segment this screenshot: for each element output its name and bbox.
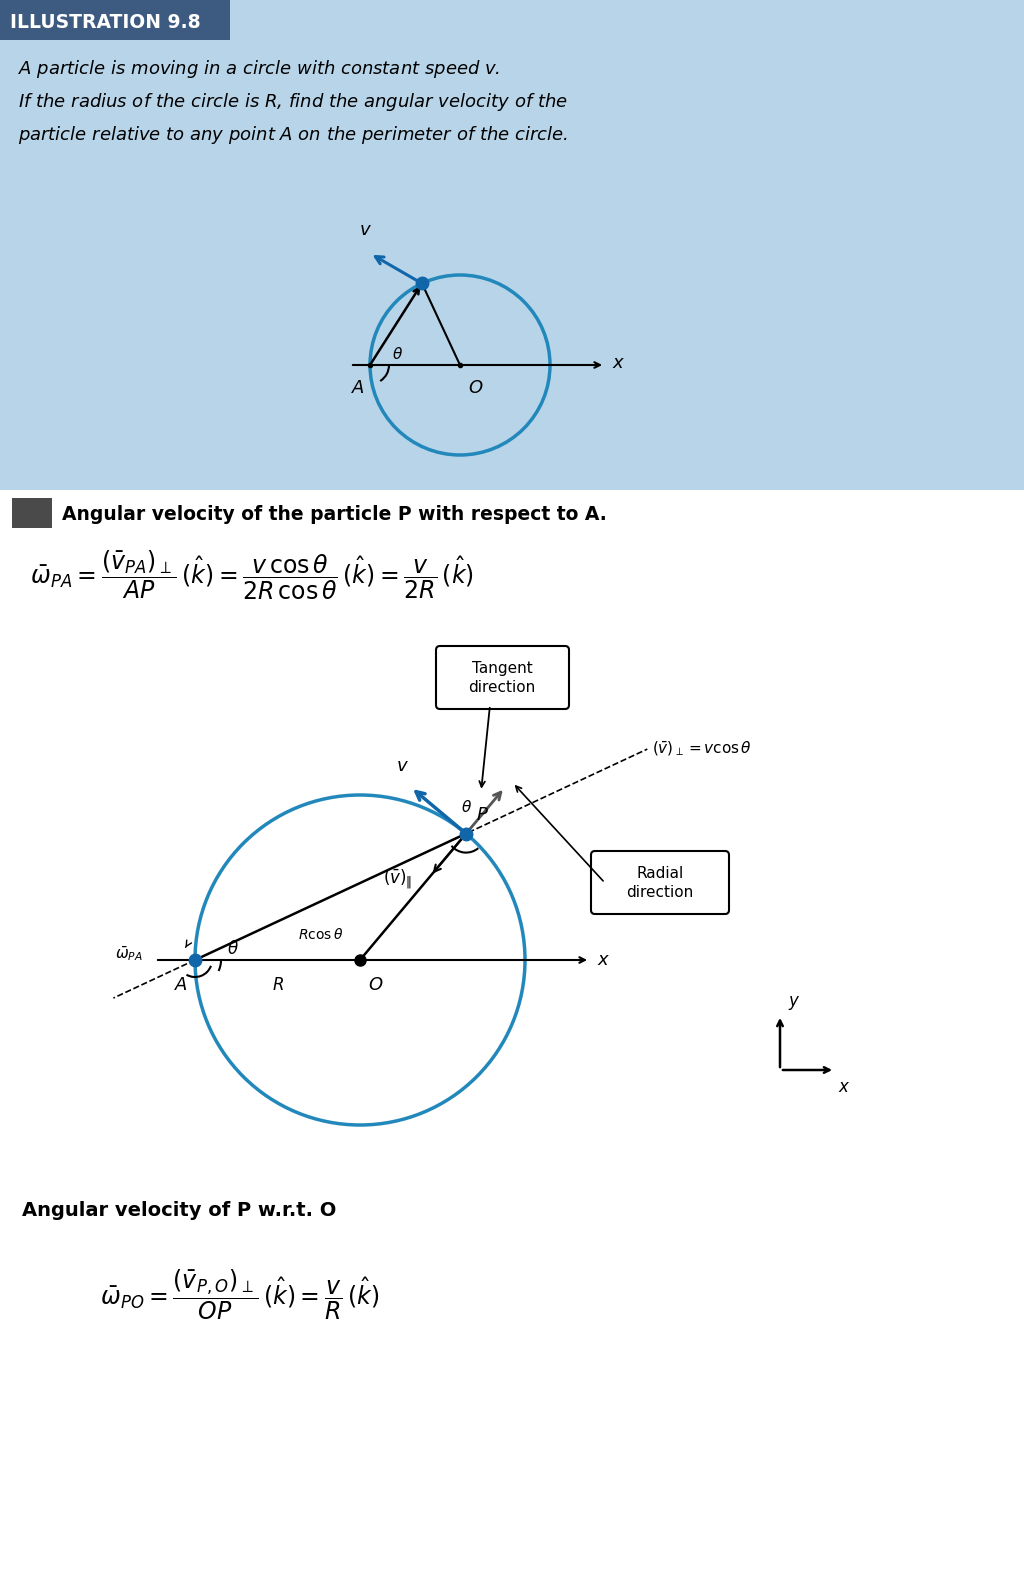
Text: $O$: $O$ — [468, 379, 483, 397]
Text: $\bar{\omega}_{PO} = \dfrac{(\bar{v}_{P,O})_{\perp}}{OP}\,(\hat{k}) = \dfrac{v}{: $\bar{\omega}_{PO} = \dfrac{(\bar{v}_{P,… — [100, 1268, 380, 1322]
Text: $(\bar{v})_{\perp} = v\cos\theta$: $(\bar{v})_{\perp} = v\cos\theta$ — [652, 739, 753, 758]
Text: Radial
direction: Radial direction — [627, 865, 693, 900]
Text: $y$: $y$ — [788, 994, 801, 1012]
Text: Angular velocity of P w.r.t. O: Angular velocity of P w.r.t. O — [22, 1201, 336, 1220]
Text: $A$: $A$ — [351, 379, 365, 397]
Text: $O$: $O$ — [368, 977, 383, 994]
Bar — [12, 499, 52, 527]
Text: $P$: $P$ — [476, 806, 488, 824]
Text: $x$: $x$ — [838, 1078, 850, 1096]
FancyBboxPatch shape — [591, 851, 729, 914]
Text: Tangent
direction: Tangent direction — [468, 661, 536, 696]
FancyBboxPatch shape — [436, 647, 569, 709]
Text: $x$: $x$ — [597, 951, 610, 969]
Text: $(\bar{v})_{\|}$: $(\bar{v})_{\|}$ — [383, 868, 412, 890]
Bar — [0, 491, 1024, 1593]
Text: Angular velocity of the particle P with respect to A.: Angular velocity of the particle P with … — [62, 505, 607, 524]
Bar — [0, 0, 1024, 491]
Text: $\theta$: $\theta$ — [227, 940, 239, 957]
Text: $x$: $x$ — [612, 354, 626, 373]
Text: A particle is moving in a circle with constant speed $v$.
If the radius of the c: A particle is moving in a circle with co… — [18, 57, 568, 147]
Text: $\theta$: $\theta$ — [461, 798, 472, 814]
Text: $A$: $A$ — [174, 977, 188, 994]
Text: $\bar{\omega}_{PA}$: $\bar{\omega}_{PA}$ — [115, 945, 143, 962]
Text: ILLUSTRATION 9.8: ILLUSTRATION 9.8 — [10, 13, 201, 32]
Text: $v$: $v$ — [358, 221, 372, 239]
Text: $v$: $v$ — [396, 757, 410, 776]
Text: $R\cos\theta$: $R\cos\theta$ — [298, 927, 343, 941]
Text: $\bar{\omega}_{PA} = \dfrac{(\bar{v}_{PA})_{\perp}}{AP}\,(\hat{k}) = \dfrac{v\,\: $\bar{\omega}_{PA} = \dfrac{(\bar{v}_{PA… — [30, 548, 474, 602]
Bar — [0, 0, 230, 40]
Text: $R$: $R$ — [271, 977, 284, 994]
Text: $\theta$: $\theta$ — [392, 346, 403, 362]
